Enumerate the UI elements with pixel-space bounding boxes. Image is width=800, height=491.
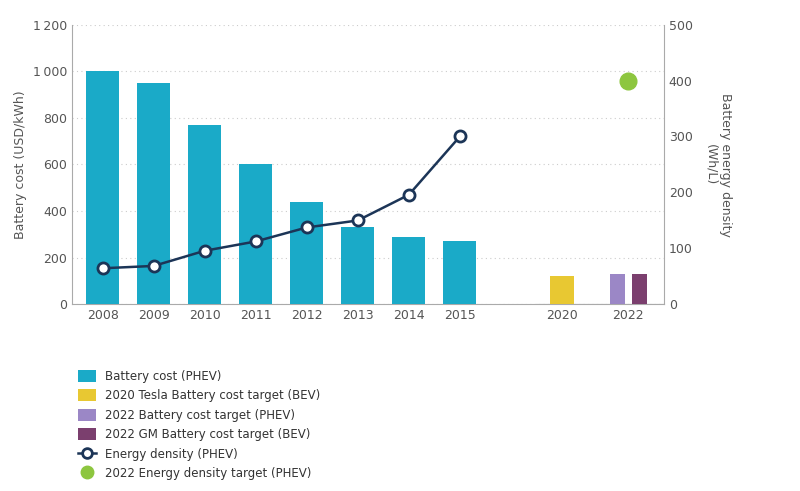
- Bar: [239, 164, 272, 304]
- Y-axis label: Battery energy density
(Wh/L): Battery energy density (Wh/L): [704, 92, 732, 237]
- Bar: [342, 227, 374, 304]
- Bar: [610, 274, 625, 304]
- Y-axis label: Battery cost (USD/kWh): Battery cost (USD/kWh): [14, 90, 27, 239]
- Bar: [137, 83, 170, 304]
- Bar: [290, 202, 323, 304]
- Bar: [632, 274, 647, 304]
- Bar: [392, 237, 426, 304]
- Bar: [443, 242, 477, 304]
- Bar: [188, 125, 222, 304]
- Bar: [86, 71, 119, 304]
- Legend: Battery cost (PHEV), 2020 Tesla Battery cost target (BEV), 2022 Battery cost tar: Battery cost (PHEV), 2020 Tesla Battery …: [78, 370, 320, 480]
- Bar: [550, 276, 574, 304]
